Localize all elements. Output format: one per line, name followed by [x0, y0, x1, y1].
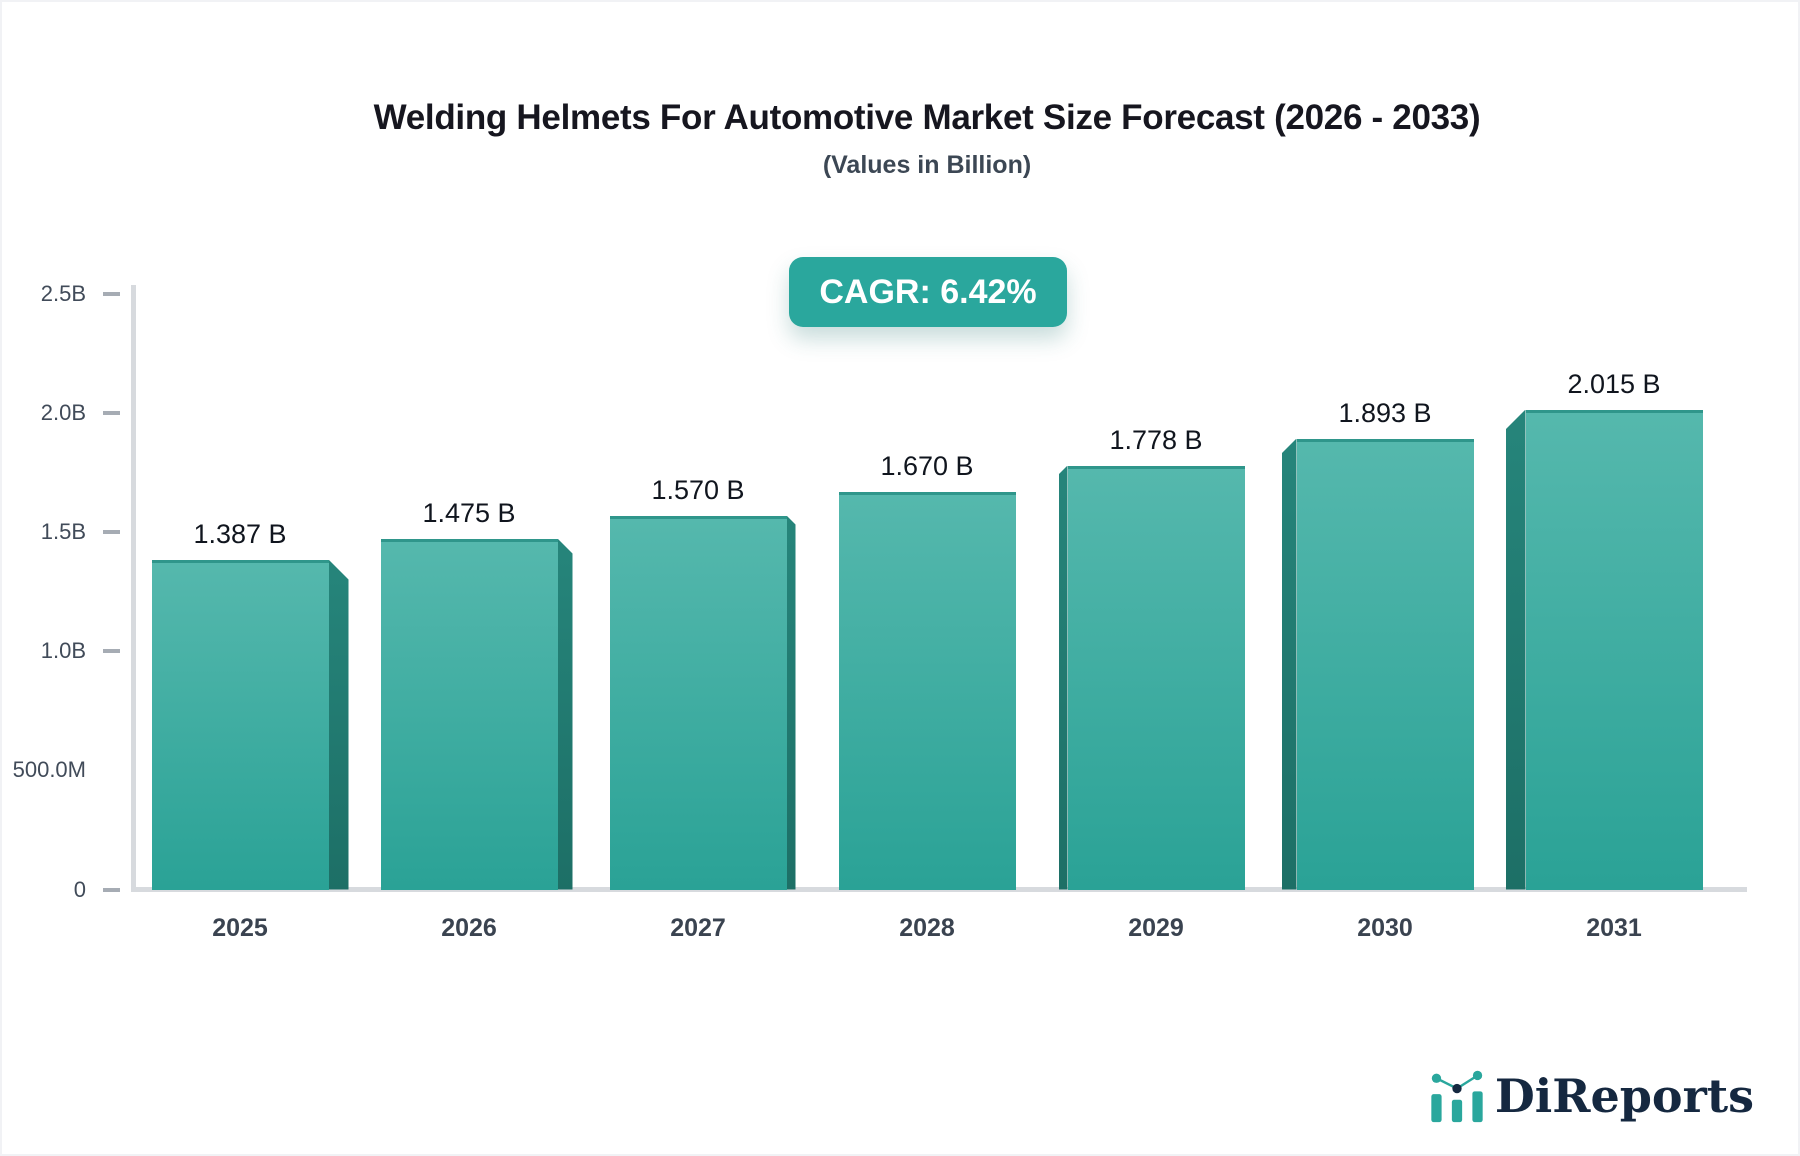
bar-front-face: [1525, 409, 1703, 890]
bar-side-face: [1058, 465, 1068, 890]
bar-value-label: 2.015 B: [1567, 368, 1661, 399]
y-tick-label: 2.5B: [40, 281, 86, 306]
bar-value-label: 1.670 B: [880, 450, 974, 481]
bar-side-face: [328, 559, 349, 890]
brand-logo: DiReports: [1429, 1068, 1754, 1124]
y-tick-dash: [103, 411, 120, 416]
y-tick-label: 1.5B: [40, 519, 86, 545]
bar-front-face: [380, 538, 558, 890]
bar-side-face: [1281, 438, 1297, 890]
bar-front-face: [1296, 438, 1474, 890]
bar-value-label: 1.778 B: [1109, 424, 1203, 455]
bar-front-face: [1067, 465, 1245, 890]
y-tick-label: 500.0M: [12, 757, 86, 783]
bar-front-face: [609, 515, 787, 890]
x-axis-label-2030: 2030: [1357, 914, 1413, 942]
x-axis-label-2031: 2031: [1586, 914, 1642, 942]
bar-value-label: 1.893 B: [1338, 397, 1432, 428]
y-tick-dash: [103, 649, 120, 654]
bar-line-chart-icon: [1431, 1070, 1483, 1123]
cagr-badge: CAGR: 6.42%: [789, 257, 1067, 327]
bar-side-face: [1505, 409, 1526, 890]
y-axis-line: [131, 285, 136, 892]
x-axis-label-2026: 2026: [441, 914, 497, 942]
bar-value-label: 1.387 B: [193, 518, 287, 549]
bar-2030: 1.893 B: [1281, 398, 1474, 890]
bar-2028: 1.670 B: [838, 451, 1016, 890]
bar-value-label: 1.475 B: [422, 497, 516, 528]
x-axis-label-2027: 2027: [670, 914, 726, 942]
bar-side-face: [786, 515, 796, 890]
chart-subtitle: (Values in Billion): [822, 151, 1032, 179]
x-axis-label-2028: 2028: [899, 914, 955, 942]
y-tick-dash: [103, 887, 120, 892]
brand-logo-text: DiReports: [1494, 1069, 1754, 1123]
bar-front-face: [151, 559, 329, 890]
cagr-badge-label: CAGR: 6.42%: [819, 272, 1037, 311]
x-axis-label-2025: 2025: [212, 914, 268, 942]
page-title: Welding Helmets For Automotive Market Si…: [373, 98, 1481, 137]
bar-2025: 1.387 B: [151, 519, 349, 890]
bar-side-face: [557, 538, 573, 890]
bar-2027: 1.570 B: [609, 475, 796, 890]
x-axis-label-2029: 2029: [1128, 914, 1184, 942]
x-axis-line: [131, 887, 1747, 892]
bar-2031: 2.015 B: [1505, 369, 1703, 890]
y-tick-label: 2.0B: [40, 400, 86, 426]
y-tick-label: 1.0B: [40, 638, 86, 664]
bar-2029: 1.778 B: [1058, 425, 1245, 890]
y-tick-dash: [103, 292, 120, 296]
y-tick-dash: [103, 530, 120, 535]
bar-2026: 1.475 B: [380, 498, 573, 890]
y-tick-label: 0: [73, 876, 86, 902]
bar-front-face: [838, 491, 1016, 890]
bar-value-label: 1.570 B: [651, 474, 745, 505]
